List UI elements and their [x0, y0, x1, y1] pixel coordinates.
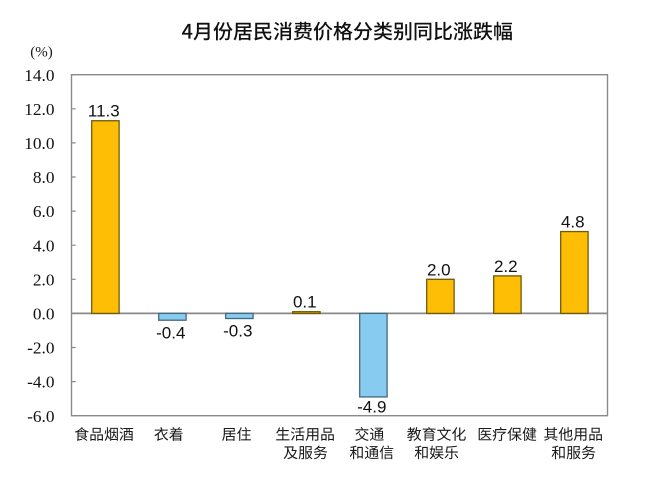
svg-text:-2.0: -2.0: [27, 339, 54, 358]
svg-text:2.0: 2.0: [427, 260, 451, 279]
svg-text:(%): (%): [30, 45, 53, 61]
svg-text:8.0: 8.0: [33, 168, 55, 187]
svg-text:-0.3: -0.3: [223, 322, 252, 341]
svg-text:2.2: 2.2: [494, 257, 518, 276]
svg-text:4.0: 4.0: [33, 236, 55, 255]
svg-text:6.0: 6.0: [33, 202, 55, 221]
svg-text:14.0: 14.0: [24, 66, 54, 85]
svg-text:2.0: 2.0: [33, 270, 55, 289]
svg-text:0.1: 0.1: [293, 293, 317, 312]
svg-text:-6.0: -6.0: [27, 407, 54, 426]
svg-text:-4.0: -4.0: [27, 373, 54, 392]
svg-text:-0.4: -0.4: [156, 323, 185, 342]
svg-text:4.8: 4.8: [561, 213, 585, 232]
svg-text:12.0: 12.0: [24, 100, 54, 119]
svg-text:-4.9: -4.9: [357, 397, 386, 416]
svg-text:11.3: 11.3: [88, 102, 120, 121]
svg-text:10.0: 10.0: [24, 134, 54, 153]
svg-text:0.0: 0.0: [33, 305, 55, 324]
